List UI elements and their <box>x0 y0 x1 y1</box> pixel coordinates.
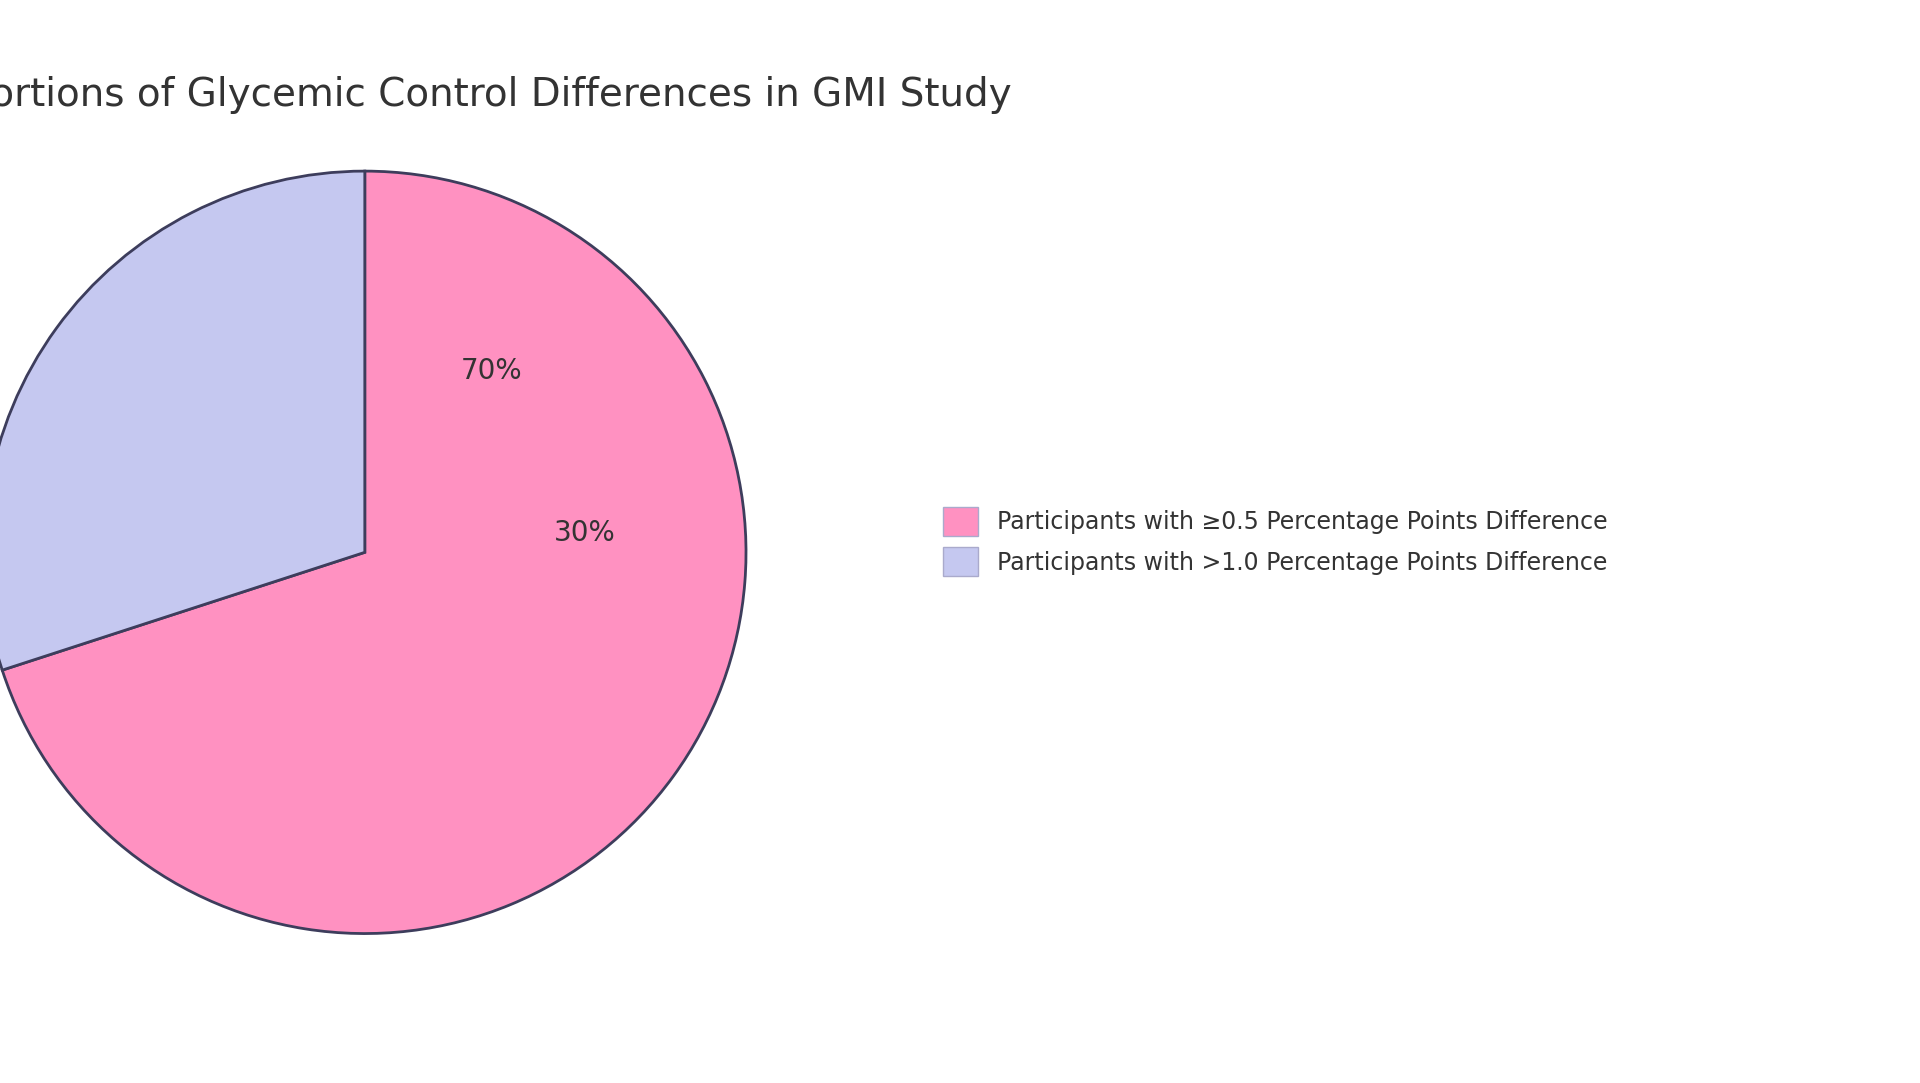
Wedge shape <box>2 171 747 934</box>
Text: 30%: 30% <box>555 519 616 547</box>
Text: Proportions of Glycemic Control Differences in GMI Study: Proportions of Glycemic Control Differen… <box>0 76 1012 114</box>
Text: 70%: 70% <box>461 357 522 386</box>
Wedge shape <box>0 171 365 670</box>
Legend: Participants with ≥0.5 Percentage Points Difference, Participants with >1.0 Perc: Participants with ≥0.5 Percentage Points… <box>933 497 1617 586</box>
